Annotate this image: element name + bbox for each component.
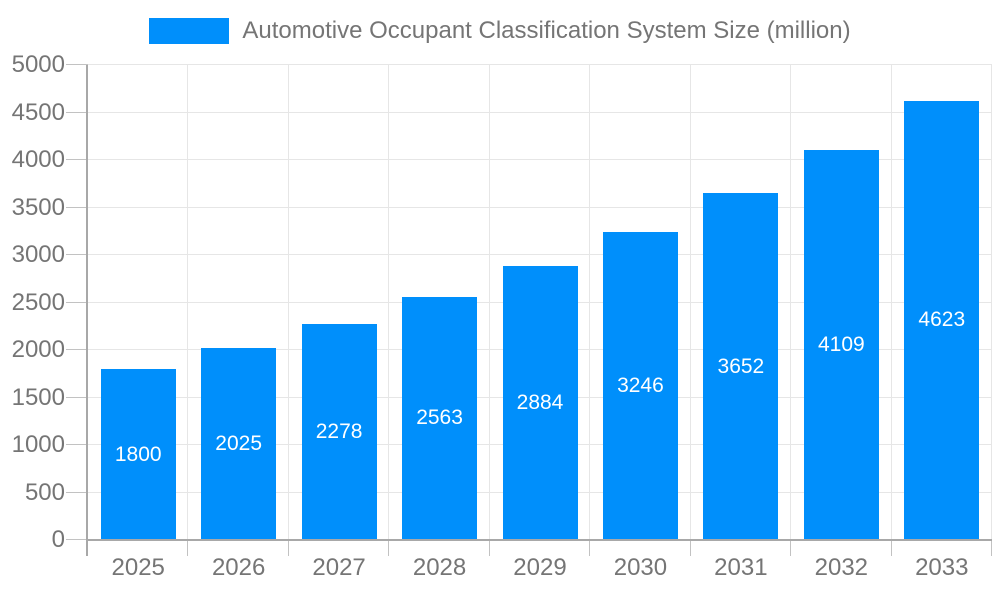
y-axis-tick-label: 2000 [11, 336, 65, 363]
y-axis-tick-label: 3500 [11, 193, 65, 221]
gridline-vertical [287, 65, 289, 540]
y-axis-tick [66, 491, 88, 493]
y-axis-line [86, 65, 88, 556]
y-axis-tick-label: 4500 [11, 98, 65, 126]
y-axis-tick-label: 4000 [11, 146, 65, 173]
bar-value-label: 3652 [717, 354, 765, 378]
y-axis-tick-label: 5000 [11, 51, 65, 78]
x-axis-tick-label: 2028 [412, 554, 467, 581]
x-axis-tick [287, 540, 289, 556]
bar-value-label: 2278 [315, 419, 363, 443]
gridline-horizontal [88, 111, 992, 113]
bar[interactable]: 1800 [100, 369, 176, 540]
y-axis-tick-label: 500 [24, 478, 65, 506]
gridline-vertical [388, 65, 390, 540]
gridline-vertical [187, 65, 189, 540]
bar-value-label: 4109 [817, 332, 865, 356]
x-axis-tick-label: 2031 [714, 554, 768, 581]
bar[interactable]: 2278 [301, 323, 377, 540]
y-axis-tick [66, 159, 88, 160]
legend-item[interactable]: Automotive Occupant Classification Syste… [0, 18, 1000, 44]
gridline-vertical [689, 65, 691, 540]
bar-value-label: 4623 [918, 308, 966, 332]
x-axis-tick [890, 540, 892, 556]
gridline-horizontal [88, 254, 992, 255]
gridline-vertical [589, 65, 591, 540]
y-axis-tick [66, 349, 88, 350]
y-axis-tick [66, 539, 88, 540]
bar[interactable]: 2025 [201, 347, 277, 540]
gridline-horizontal [88, 159, 992, 160]
x-axis-tick-label: 2026 [211, 554, 266, 581]
bar-value-label: 2025 [215, 431, 263, 455]
y-axis-tick-label: 1000 [11, 431, 65, 458]
bar-value-label: 2884 [516, 391, 564, 414]
bar[interactable]: 4623 [904, 100, 980, 540]
bar[interactable]: 2563 [402, 296, 478, 540]
gridline-vertical [488, 65, 490, 540]
y-axis-tick [66, 396, 88, 398]
x-axis-tick-label: 2027 [312, 554, 366, 581]
x-axis-tick [991, 540, 992, 556]
y-axis-tick-label: 0 [51, 526, 65, 553]
y-axis-tick [66, 64, 88, 65]
bar[interactable]: 2884 [502, 266, 578, 540]
x-axis-tick-label: 2033 [915, 554, 969, 581]
bar-value-label: 1800 [114, 442, 162, 466]
y-axis-tick-label: 1500 [11, 383, 65, 411]
x-axis-tick [689, 540, 691, 556]
x-axis-tick-label: 2025 [111, 554, 165, 581]
x-axis-tick-label: 2029 [513, 554, 567, 581]
x-axis-tick-label: 2030 [613, 554, 668, 581]
bar[interactable]: 4109 [803, 149, 879, 540]
gridline-vertical [890, 65, 892, 540]
bar[interactable]: 3652 [703, 193, 779, 540]
x-axis-tick [790, 540, 792, 556]
gridline-horizontal [88, 64, 992, 65]
legend-swatch-icon [149, 18, 230, 44]
y-axis-tick [66, 111, 88, 113]
y-axis-tick [66, 254, 88, 255]
bar-value-label: 3246 [617, 373, 664, 397]
y-axis-tick [66, 301, 88, 303]
legend-label: Automotive Occupant Classification Syste… [242, 17, 851, 44]
x-axis-tick [388, 540, 390, 556]
y-axis-tick [66, 444, 88, 445]
bar[interactable]: 3246 [602, 231, 678, 540]
gridline-horizontal [88, 206, 992, 208]
x-axis-tick [488, 540, 490, 556]
x-axis-tick [187, 540, 189, 556]
gridline-vertical [991, 65, 992, 540]
bar-value-label: 2563 [416, 406, 463, 430]
x-axis-tick [589, 540, 591, 556]
gridline-vertical [790, 65, 792, 540]
y-axis-tick-label: 2500 [11, 288, 65, 316]
y-axis-tick-label: 3000 [11, 241, 65, 268]
x-axis-tick-label: 2032 [814, 554, 869, 581]
y-axis-tick [66, 206, 88, 208]
x-axis-line [86, 539, 992, 541]
